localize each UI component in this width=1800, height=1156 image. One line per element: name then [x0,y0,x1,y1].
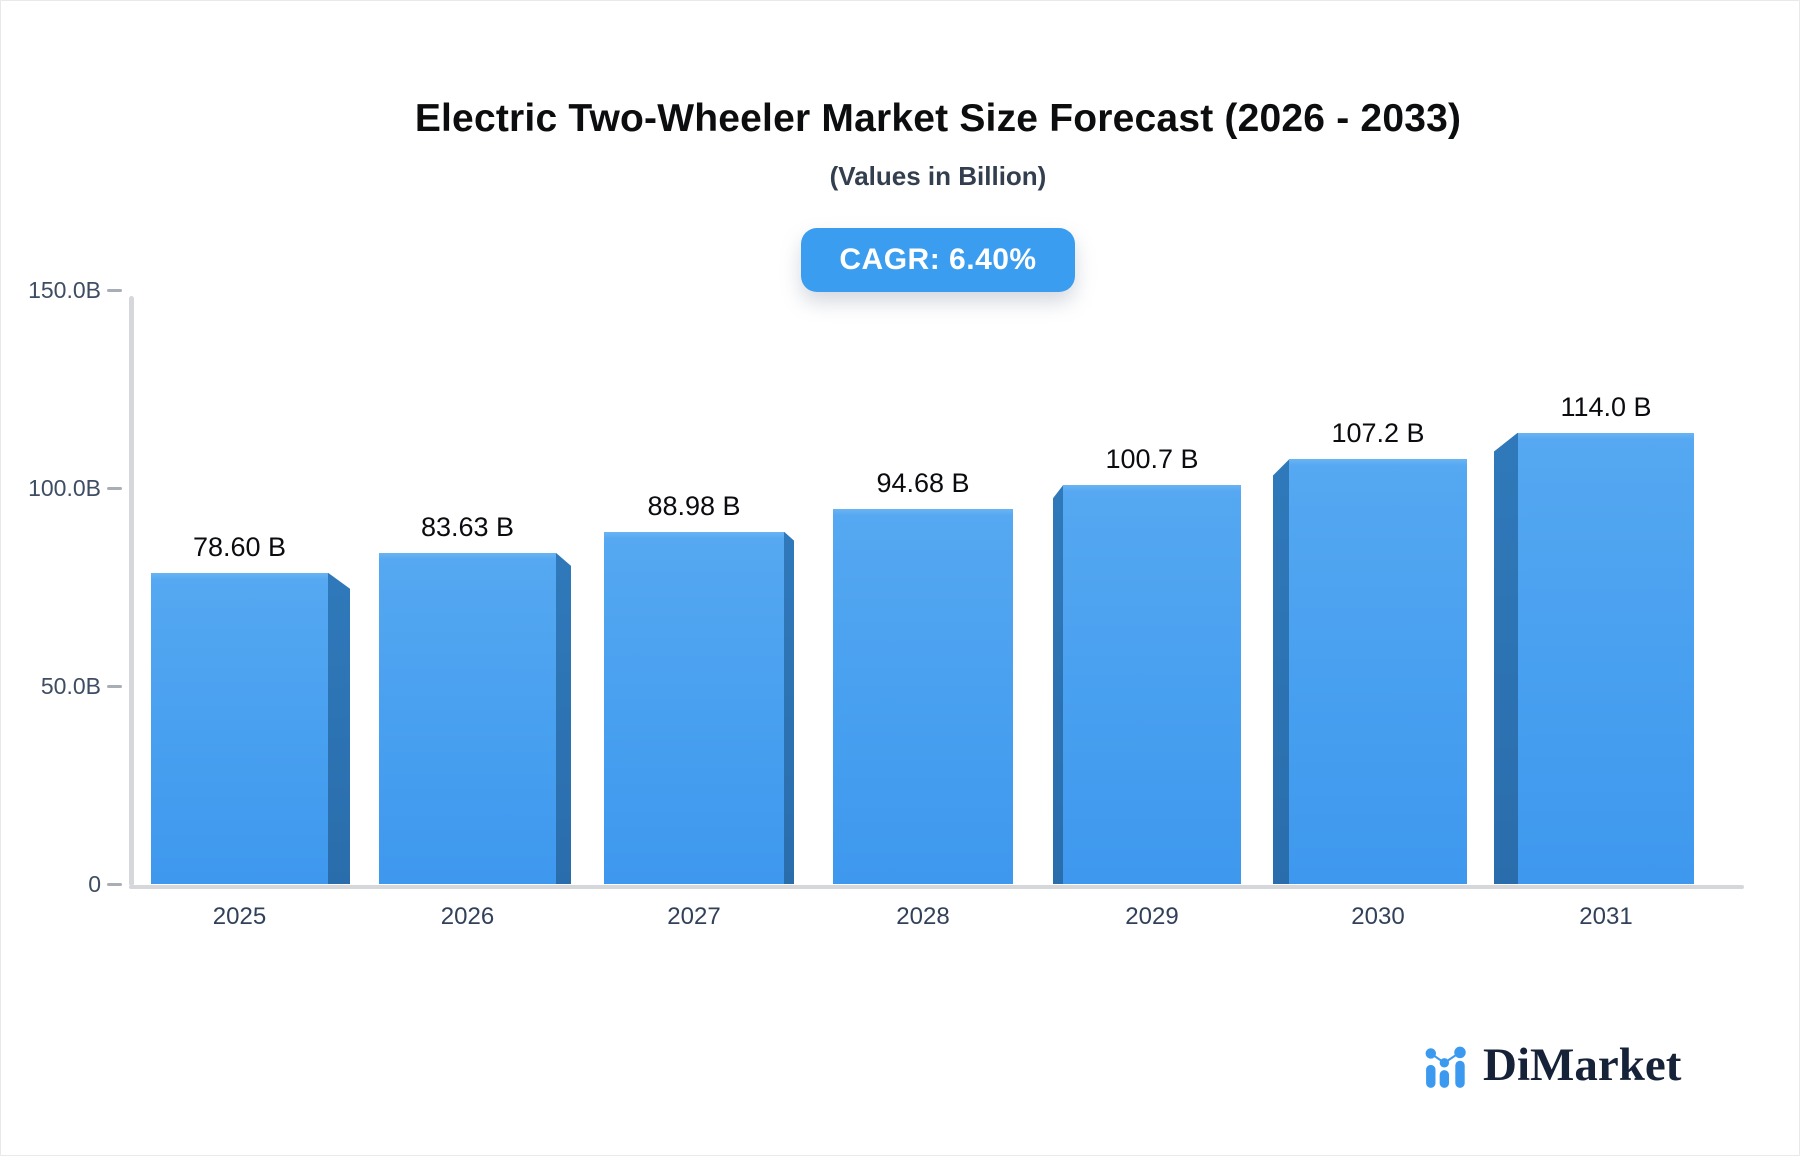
bar-2027[interactable] [604,531,784,884]
dimarket-chart-icon [1425,1046,1466,1088]
x-axis-label: 2025 [212,903,267,930]
bar-side-face [1273,459,1289,884]
chart-header: Electric Two-Wheeler Market Size Forecas… [132,97,1744,292]
x-axis-label: 2029 [1125,903,1179,930]
bar-value-label: 94.68 B [876,468,970,499]
bar-2028[interactable] [833,509,1013,884]
bar-2031[interactable] [1518,432,1694,884]
cagr-badge-wrap: CAGR: 6.40% [132,228,1744,292]
x-axis-label: 2028 [896,903,950,930]
x-axis-label: 2026 [440,903,495,930]
bar-2029[interactable] [1063,485,1241,884]
y-axis-tick [107,685,122,688]
bar-2026[interactable] [379,552,556,884]
bar-value-label: 83.63 B [420,511,515,542]
chart-title: Electric Two-Wheeler Market Size Forecas… [414,97,1462,140]
y-axis-line [129,296,134,886]
bar-value-label: 114.0 B [1560,391,1652,422]
chart-subtitle: (Values in Billion) [829,161,1047,191]
y-axis-tick-label: 50.0B [40,673,101,699]
bar-2025[interactable] [151,572,328,884]
y-axis-tick [107,487,122,490]
x-axis-label: 2031 [1579,903,1633,930]
y-axis-tick-label: 0 [88,871,101,897]
y-axis-tick [107,289,122,292]
bar-value-label: 107.2 B [1331,418,1425,449]
bar-value-label: 100.7 B [1105,444,1199,475]
bar-side-face [1494,432,1518,884]
y-axis-tick [107,883,122,886]
bar-value-label: 78.60 B [192,531,287,562]
bar-side-face [784,531,794,884]
bar-side-face [556,552,571,884]
x-axis-label: 2027 [667,903,721,930]
bar-side-face [328,572,350,884]
x-axis-label: 2030 [1351,903,1405,930]
bar-side-face [1053,485,1063,884]
y-axis-tick-label: 150.0B [28,277,101,303]
bar-2030[interactable] [1289,459,1467,884]
y-axis-tick-label: 100.0B [28,475,101,501]
cagr-badge: CAGR: 6.40% [801,228,1075,292]
brand-logo: DiMarket [1425,1039,1681,1091]
brand-name: DiMarket [1483,1039,1682,1091]
bar-value-label: 88.98 B [647,490,741,521]
x-axis-line [129,885,1744,889]
